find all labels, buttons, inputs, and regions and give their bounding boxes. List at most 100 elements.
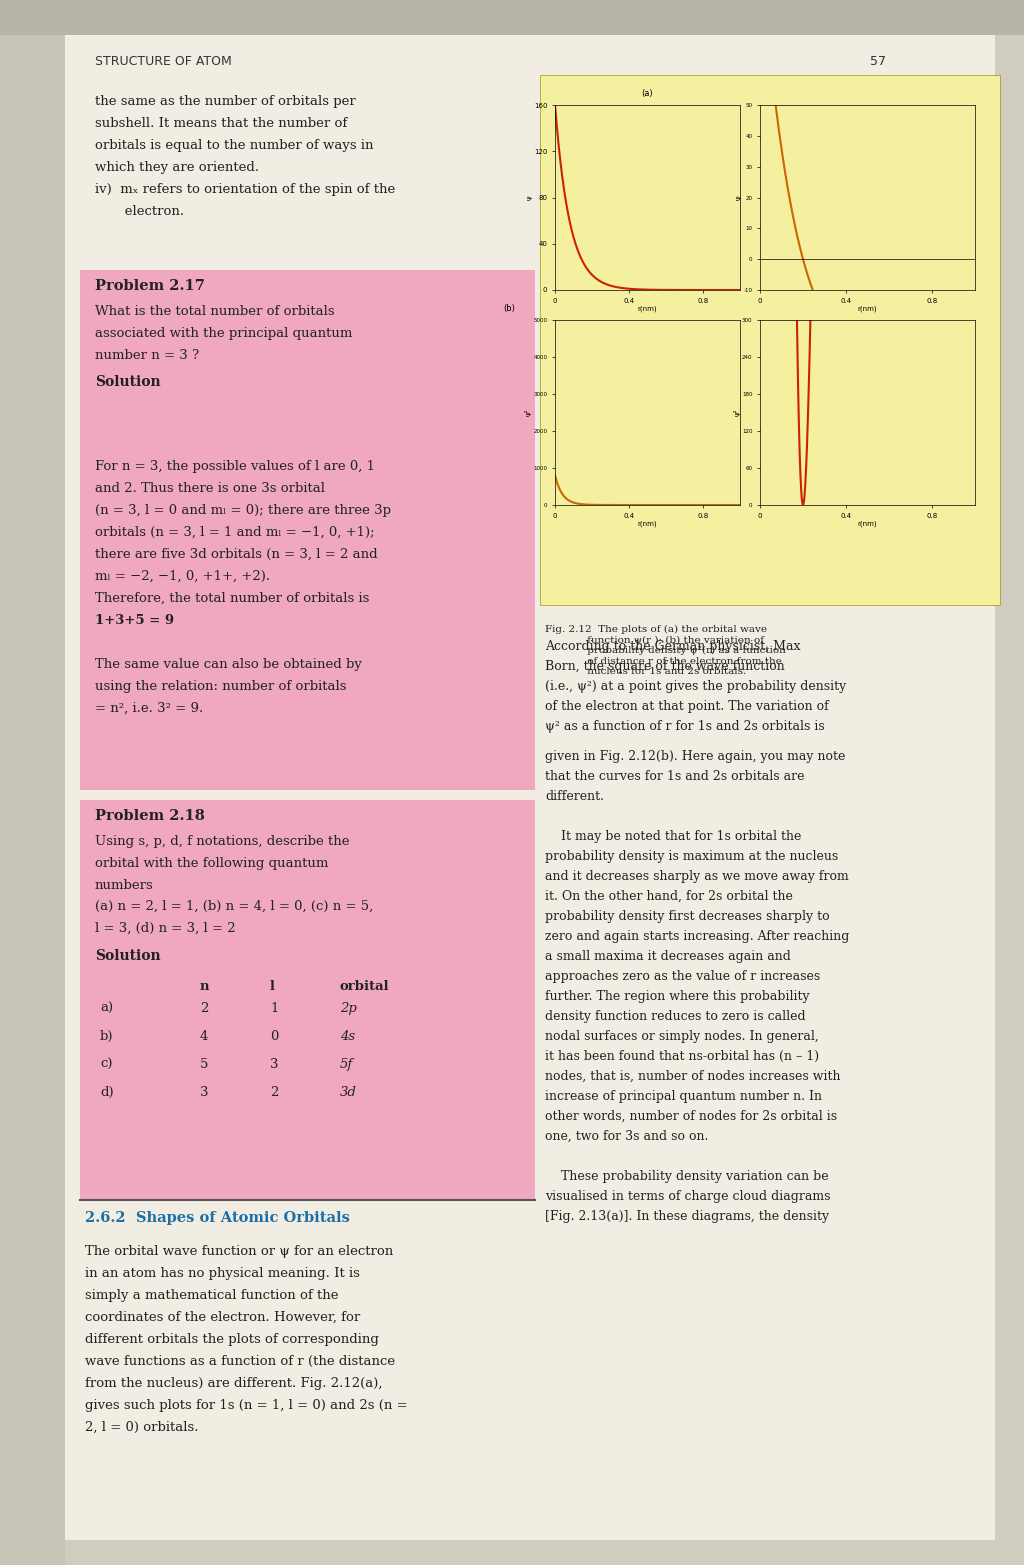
Text: What is the total number of orbitals: What is the total number of orbitals [95,305,335,318]
Text: mₗ = −2, −1, 0, +1+, +2).: mₗ = −2, −1, 0, +1+, +2). [95,570,270,584]
Text: numbers: numbers [95,880,154,892]
Text: of the electron at that point. The variation of: of the electron at that point. The varia… [545,700,828,714]
Text: subshell. It means that the number of: subshell. It means that the number of [95,117,347,130]
Text: probability density is maximum at the nucleus: probability density is maximum at the nu… [545,850,839,862]
Text: a small maxima it decreases again and: a small maxima it decreases again and [545,950,791,962]
Text: there are five 3d orbitals (n = 3, l = 2 and: there are five 3d orbitals (n = 3, l = 2… [95,548,378,560]
Text: Problem 2.17: Problem 2.17 [95,279,205,293]
Y-axis label: ψ²: ψ² [733,408,740,416]
Text: 2, l = 0) orbitals.: 2, l = 0) orbitals. [85,1421,199,1434]
Text: number n = 3 ?: number n = 3 ? [95,349,199,362]
Text: orbital with the following quantum: orbital with the following quantum [95,858,329,870]
Text: Solution: Solution [95,376,161,390]
Text: 3: 3 [200,1086,209,1099]
Text: simply a mathematical function of the: simply a mathematical function of the [85,1290,339,1302]
X-axis label: r(nm): r(nm) [858,520,878,526]
FancyBboxPatch shape [80,444,535,790]
FancyBboxPatch shape [80,895,535,941]
Text: a): a) [100,1002,113,1016]
Text: (n = 3, l = 0 and mₗ = 0); there are three 3p: (n = 3, l = 0 and mₗ = 0); there are thr… [95,504,391,516]
Text: one, two for 3s and so on.: one, two for 3s and so on. [545,1130,709,1142]
Text: 3d: 3d [340,1086,357,1099]
Text: 1+3+5 = 9: 1+3+5 = 9 [95,613,174,628]
Text: The same value can also be obtained by: The same value can also be obtained by [95,657,361,671]
Y-axis label: ψ²: ψ² [525,408,532,416]
Text: visualised in terms of charge cloud diagrams: visualised in terms of charge cloud diag… [545,1189,830,1203]
Text: it. On the other hand, for 2s orbital the: it. On the other hand, for 2s orbital th… [545,890,793,903]
Text: (a) n = 2, l = 1, (b) n = 4, l = 0, (c) n = 5,: (a) n = 2, l = 1, (b) n = 4, l = 0, (c) … [95,900,374,912]
Text: 0: 0 [270,1030,279,1042]
Text: iv)  mₓ refers to orientation of the spin of the: iv) mₓ refers to orientation of the spin… [95,183,395,196]
Text: 5f: 5f [340,1058,353,1070]
Text: different.: different. [545,790,604,803]
Text: which they are oriented.: which they are oriented. [95,161,259,174]
Text: and it decreases sharply as we move away from: and it decreases sharply as we move away… [545,870,849,883]
Text: According to the German physicist, Max: According to the German physicist, Max [545,640,801,653]
Text: d): d) [100,1086,114,1099]
Text: The orbital wave function or ψ for an electron: The orbital wave function or ψ for an el… [85,1246,393,1258]
Text: coordinates of the electron. However, for: coordinates of the electron. However, fo… [85,1311,360,1324]
Text: that the curves for 1s and 2s orbitals are: that the curves for 1s and 2s orbitals a… [545,770,805,782]
Text: b): b) [100,1030,114,1042]
Text: orbitals (n = 3, l = 1 and mₗ = −1, 0, +1);: orbitals (n = 3, l = 1 and mₗ = −1, 0, +… [95,526,375,538]
X-axis label: r(nm): r(nm) [858,305,878,311]
FancyBboxPatch shape [540,75,1000,606]
Text: Fig. 2.12  The plots of (a) the orbital wave
             function ψ(r ); (b) th: Fig. 2.12 The plots of (a) the orbital w… [545,624,785,676]
Text: further. The region where this probability: further. The region where this probabili… [545,991,810,1003]
Text: and 2. Thus there is one 3s orbital: and 2. Thus there is one 3s orbital [95,482,325,495]
Text: STRUCTURE OF ATOM: STRUCTURE OF ATOM [95,55,231,67]
Text: 1: 1 [270,1002,279,1016]
Text: probability density first decreases sharply to: probability density first decreases shar… [545,909,829,923]
Text: electron.: electron. [95,205,184,218]
Text: given in Fig. 2.12(b). Here again, you may note: given in Fig. 2.12(b). Here again, you m… [545,750,846,764]
Text: wave functions as a function of r (the distance: wave functions as a function of r (the d… [85,1355,395,1368]
Text: from the nucleus) are different. Fig. 2.12(a),: from the nucleus) are different. Fig. 2.… [85,1377,383,1390]
Text: other words, number of nodes for 2s orbital is: other words, number of nodes for 2s orbi… [545,1110,838,1124]
Text: 2: 2 [270,1086,279,1099]
Text: density function reduces to zero is called: density function reduces to zero is call… [545,1009,806,1024]
Text: ψ² as a function of r for 1s and 2s orbitals is: ψ² as a function of r for 1s and 2s orbi… [545,720,824,732]
FancyBboxPatch shape [0,0,65,1565]
Y-axis label: ψ: ψ [526,196,532,200]
Text: 4: 4 [200,1030,208,1042]
FancyBboxPatch shape [80,941,535,1200]
Text: it has been found that ns-orbital has (n – 1): it has been found that ns-orbital has (n… [545,1050,819,1063]
Text: 2.6.2  Shapes of Atomic Orbitals: 2.6.2 Shapes of Atomic Orbitals [85,1211,350,1225]
FancyBboxPatch shape [80,800,535,895]
Text: approaches zero as the value of r increases: approaches zero as the value of r increa… [545,970,820,983]
Text: n: n [200,980,210,994]
Text: c): c) [100,1058,113,1070]
Text: gives such plots for 1s (n = 1, l = 0) and 2s (n =: gives such plots for 1s (n = 1, l = 0) a… [85,1399,408,1412]
Text: using the relation: number of orbitals: using the relation: number of orbitals [95,681,346,693]
Text: orbital: orbital [340,980,389,994]
Text: (a): (a) [642,89,653,97]
Text: 4s: 4s [340,1030,355,1042]
Text: Using s, p, d, f notations, describe the: Using s, p, d, f notations, describe the [95,836,349,848]
Text: 5: 5 [200,1058,208,1070]
Text: 2p: 2p [340,1002,357,1016]
Text: (i.e., ψ²) at a point gives the probability density: (i.e., ψ²) at a point gives the probabil… [545,681,846,693]
Text: nodes, that is, number of nodes increases with: nodes, that is, number of nodes increase… [545,1070,841,1083]
Text: Therefore, the total number of orbitals is: Therefore, the total number of orbitals … [95,592,370,606]
Text: associated with the principal quantum: associated with the principal quantum [95,327,352,340]
FancyBboxPatch shape [55,30,995,1540]
Y-axis label: ψ: ψ [736,196,742,200]
Text: These probability density variation can be: These probability density variation can … [545,1171,828,1183]
X-axis label: r(nm): r(nm) [638,305,657,311]
Text: zero and again starts increasing. After reaching: zero and again starts increasing. After … [545,930,849,944]
Text: different orbitals the plots of corresponding: different orbitals the plots of correspo… [85,1333,379,1346]
Text: orbitals is equal to the number of ways in: orbitals is equal to the number of ways … [95,139,374,152]
Text: Problem 2.18: Problem 2.18 [95,809,205,823]
Text: = n², i.e. 3² = 9.: = n², i.e. 3² = 9. [95,703,203,715]
Text: 57: 57 [870,55,886,67]
X-axis label: r(nm): r(nm) [638,520,657,526]
Text: nodal surfaces or simply nodes. In general,: nodal surfaces or simply nodes. In gener… [545,1030,819,1042]
Text: l = 3, (d) n = 3, l = 2: l = 3, (d) n = 3, l = 2 [95,922,236,934]
Text: Solution: Solution [95,948,161,962]
Text: [Fig. 2.13(a)]. In these diagrams, the density: [Fig. 2.13(a)]. In these diagrams, the d… [545,1210,829,1222]
Text: increase of principal quantum number n. In: increase of principal quantum number n. … [545,1089,822,1103]
Text: in an atom has no physical meaning. It is: in an atom has no physical meaning. It i… [85,1268,359,1280]
Text: the same as the number of orbitals per: the same as the number of orbitals per [95,95,355,108]
Text: l: l [270,980,275,994]
Text: 2: 2 [200,1002,208,1016]
